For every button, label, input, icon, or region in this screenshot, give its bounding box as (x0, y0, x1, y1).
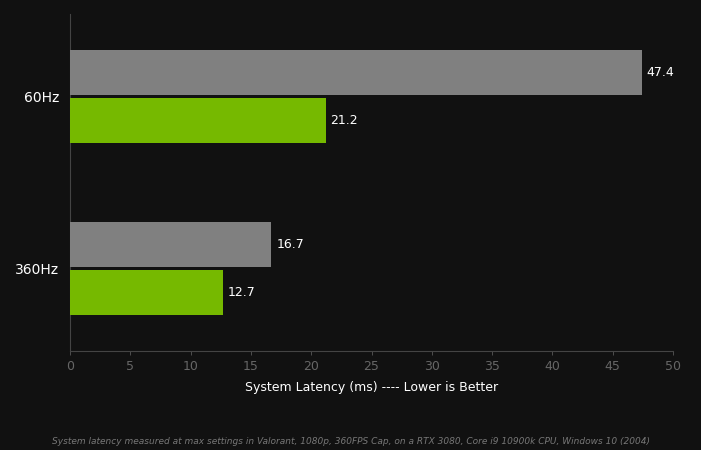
Text: 12.7: 12.7 (228, 286, 256, 299)
Text: 21.2: 21.2 (331, 113, 358, 126)
Bar (70, 50, 641, 94)
Bar (70, 98, 326, 143)
Bar (70, 222, 271, 267)
Text: System latency measured at max settings in Valorant, 1080p, 360FPS Cap, on a RTX: System latency measured at max settings … (51, 436, 650, 446)
X-axis label: System Latency (ms) ---- Lower is Better: System Latency (ms) ---- Lower is Better (245, 381, 498, 394)
Text: 16.7: 16.7 (276, 238, 304, 251)
Text: 47.4: 47.4 (646, 66, 674, 78)
Bar (70, 270, 223, 315)
